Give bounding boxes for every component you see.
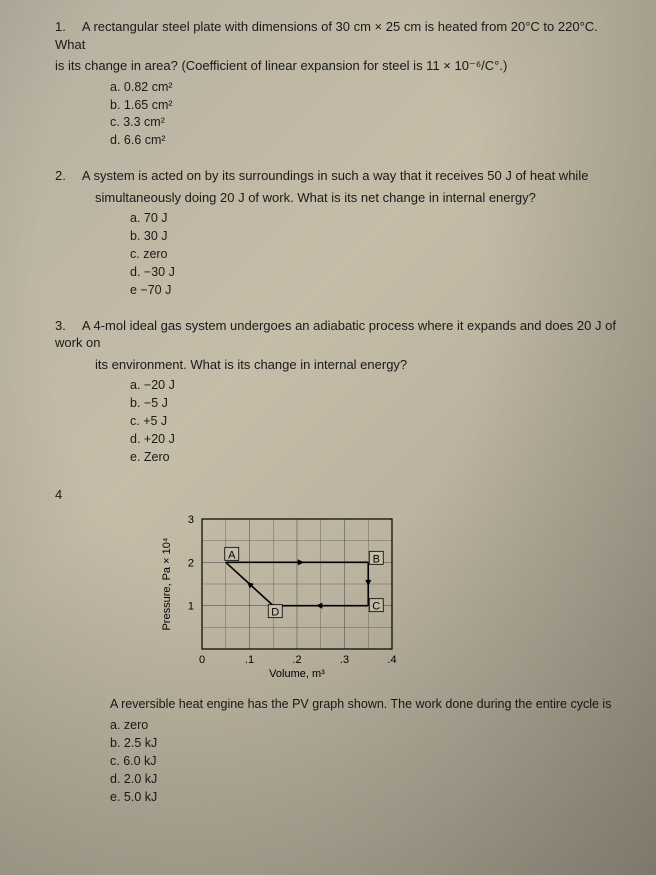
q4-number: 4 (55, 486, 616, 504)
q2-opt-d: d. −30 J (130, 264, 616, 281)
q4-opt-e: e. 5.0 kJ (110, 789, 616, 806)
q1-opt-b: b. 1.65 cm² (110, 97, 616, 114)
q3-opt-d: d. +20 J (130, 431, 616, 448)
worksheet-page: 1. A rectangular steel plate with dimens… (0, 0, 656, 843)
q2-options: a. 70 J b. 30 J c. zero d. −30 J e −70 J (55, 210, 616, 298)
q2-opt-a: a. 70 J (130, 210, 616, 227)
q1-number: 1. (55, 18, 79, 36)
svg-text:3: 3 (188, 514, 194, 526)
q2-opt-e: e −70 J (130, 282, 616, 299)
q2-line2: simultaneously doing 20 J of work. What … (55, 189, 616, 207)
svg-text:A: A (228, 550, 236, 562)
q2-number: 2. (55, 167, 79, 185)
q4-stem: A reversible heat engine has the PV grap… (55, 696, 616, 713)
q2-block: 2. A system is acted on by its surroundi… (55, 167, 616, 298)
q2-stem: 2. A system is acted on by its surroundi… (55, 167, 616, 185)
q4-options: a. zero b. 2.5 kJ c. 6.0 kJ d. 2.0 kJ e.… (55, 717, 616, 805)
svg-text:.1: .1 (245, 654, 254, 666)
q3-options: a. −20 J b. −5 J c. +5 J d. +20 J e. Zer… (55, 377, 616, 465)
q4-opt-d: d. 2.0 kJ (110, 771, 616, 788)
q1-opt-a: a. 0.82 cm² (110, 79, 616, 96)
svg-text:1: 1 (188, 601, 194, 613)
svg-text:2: 2 (188, 558, 194, 570)
q3-opt-c: c. +5 J (130, 413, 616, 430)
q3-number: 3. (55, 317, 79, 335)
svg-text:Volume, m³: Volume, m³ (269, 668, 325, 680)
pv-svg: 0 .1 .2 .3 .4 1 2 3 Volume, m³ Pressure, Pa × 10⁴… (150, 511, 400, 686)
q4-opt-b: b. 2.5 kJ (110, 735, 616, 752)
q2-opt-c: c. zero (130, 246, 616, 263)
q3-line2: its environment. What is its change in i… (55, 356, 616, 374)
q1-options: a. 0.82 cm² b. 1.65 cm² c. 3.3 cm² d. 6.… (55, 79, 616, 150)
q1-stem: 1. A rectangular steel plate with dimens… (55, 18, 616, 53)
pv-chart: 0 .1 .2 .3 .4 1 2 3 Volume, m³ Pressure, Pa × 10⁴… (150, 511, 616, 686)
q3-line1: A 4-mol ideal gas system undergoes an ad… (55, 318, 616, 351)
q4-block: 4 0 .1 .2 .3 .4 1 2 3 Volume, m³ Pressure, Pa × 1… (55, 486, 616, 806)
q2-line1: A system is acted on by its surroundings… (82, 168, 589, 183)
svg-text:Pressure, Pa × 10⁴: Pressure, Pa × 10⁴ (161, 537, 173, 630)
q3-block: 3. A 4-mol ideal gas system undergoes an… (55, 317, 616, 466)
svg-text:B: B (373, 554, 380, 566)
q1-line2: is its change in area? (Coefficient of l… (55, 57, 616, 75)
svg-text:.4: .4 (387, 654, 396, 666)
svg-text:D: D (271, 607, 279, 619)
q1-opt-c: c. 3.3 cm² (110, 114, 616, 131)
svg-text:C: C (372, 601, 380, 613)
svg-text:.3: .3 (340, 654, 349, 666)
q3-stem: 3. A 4-mol ideal gas system undergoes an… (55, 317, 616, 352)
svg-text:.2: .2 (292, 654, 301, 666)
svg-text:0: 0 (199, 654, 205, 666)
q1-opt-d: d. 6.6 cm² (110, 132, 616, 149)
q2-opt-b: b. 30 J (130, 228, 616, 245)
q3-opt-b: b. −5 J (130, 395, 616, 412)
q3-opt-a: a. −20 J (130, 377, 616, 394)
q1-line1: A rectangular steel plate with dimension… (55, 19, 598, 52)
q3-opt-e: e. Zero (130, 449, 616, 466)
q4-opt-c: c. 6.0 kJ (110, 753, 616, 770)
q4-opt-a: a. zero (110, 717, 616, 734)
